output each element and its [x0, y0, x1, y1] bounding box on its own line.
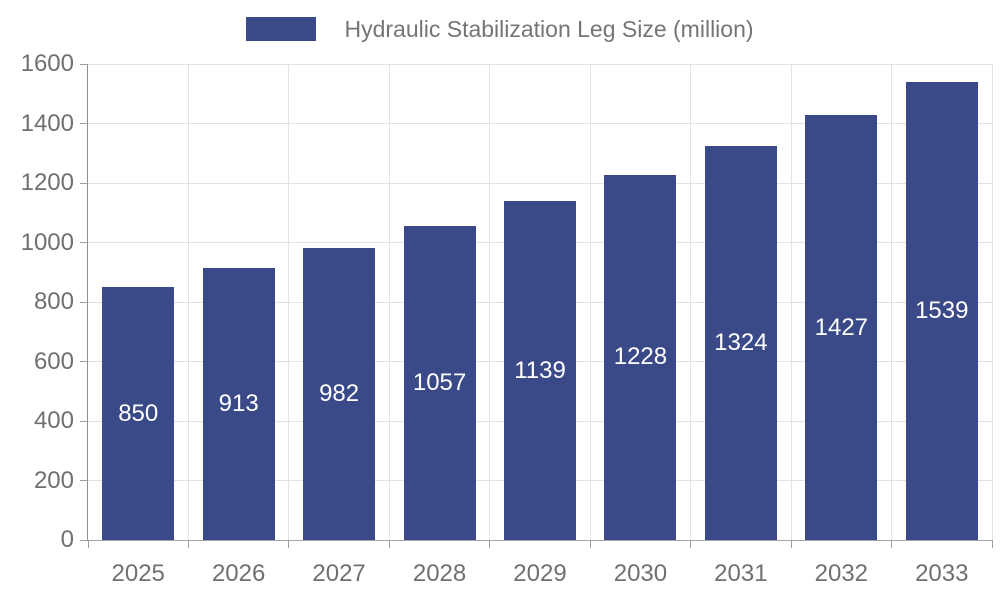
y-tick-label-1400: 1400 [20, 109, 74, 137]
legend-label: Hydraulic Stabilization Leg Size (millio… [344, 15, 754, 42]
bar-2025[interactable]: 850 [102, 287, 175, 540]
y-tick-label-800: 800 [33, 288, 74, 315]
y-axis-tick-800 [80, 301, 88, 303]
y-tick-label-0: 0 [60, 526, 74, 553]
x-gridline-7 [790, 64, 792, 540]
x-gridline-3 [388, 64, 390, 540]
x-tick-label-2029: 2029 [513, 560, 567, 587]
y-axis-tick-1200 [80, 182, 88, 184]
x-gridline-8 [891, 64, 893, 540]
x-gridline-2 [288, 64, 290, 540]
bar-value-label-2031: 1324 [714, 329, 768, 357]
x-tick-label-2027: 2027 [312, 560, 366, 587]
bar-value-label-2028: 1057 [412, 368, 467, 396]
y-gridline-1600 [88, 63, 992, 65]
y-axis-tick-0 [80, 539, 88, 541]
plot-area: 0 200 400 600 800 1000 1200 1400 1600 850 2025 913 2… [21, 50, 993, 587]
x-axis-tick-2 [288, 540, 290, 548]
bar-2026[interactable]: 913 [202, 268, 275, 540]
bar-value-label-2026: 913 [218, 390, 259, 418]
bar-2033[interactable]: 1539 [905, 82, 978, 540]
bar-2029[interactable]: 1139 [504, 201, 576, 540]
bar-value-label-2027: 982 [319, 379, 360, 407]
x-axis-tick-8 [891, 540, 893, 548]
x-gridline-6 [690, 64, 692, 540]
x-axis-tick-7 [790, 540, 792, 548]
y-axis-tick-600 [80, 361, 88, 362]
y-gridline-1400 [88, 123, 992, 124]
y-axis-tick-1600 [80, 63, 88, 65]
bar-2028[interactable]: 1057 [403, 225, 476, 540]
x-axis-tick-9 [991, 540, 993, 548]
y-axis-tick-1000 [80, 242, 88, 243]
y-tick-label-1000: 1000 [20, 228, 74, 256]
x-gridline-5 [589, 64, 591, 540]
x-tick-label-2031: 2031 [714, 560, 768, 587]
bar-2030[interactable]: 1228 [604, 174, 677, 540]
bar-value-label-2033: 1539 [915, 297, 969, 325]
x-gridline-9 [991, 64, 993, 540]
bar-2032[interactable]: 1427 [805, 115, 878, 540]
x-axis-tick-1 [187, 540, 189, 548]
bar-value-label-2029: 1139 [514, 356, 566, 384]
x-tick-label-2030: 2030 [613, 560, 668, 587]
bar-2027[interactable]: 982 [303, 247, 376, 540]
y-tick-label-400: 400 [33, 407, 74, 434]
x-tick-label-2025: 2025 [111, 560, 165, 587]
x-tick-label-2032: 2032 [814, 560, 869, 587]
y-tick-label-600: 600 [33, 347, 74, 375]
legend[interactable]: Hydraulic Stabilization Leg Size (millio… [0, 12, 1000, 46]
y-tick-label-1600: 1600 [20, 50, 74, 77]
x-gridline-4 [489, 64, 491, 540]
y-axis-tick-200 [80, 480, 88, 481]
bar-value-label-2025: 850 [118, 399, 159, 427]
y-gridline-1200 [88, 182, 992, 184]
x-axis-tick-5 [589, 540, 591, 548]
x-tick-label-2028: 2028 [412, 560, 467, 587]
y-axis-tick-1400 [80, 123, 88, 124]
x-axis-tick-3 [388, 540, 390, 548]
bar-value-label-2030: 1228 [613, 343, 668, 371]
bar-value-label-2032: 1427 [814, 313, 869, 341]
x-tick-label-2026: 2026 [211, 560, 266, 587]
y-axis-tick-400 [80, 420, 88, 422]
legend-swatch [246, 17, 317, 41]
x-axis-tick-4 [489, 540, 491, 548]
x-tick-label-2033: 2033 [915, 560, 969, 587]
x-axis-tick-0 [87, 540, 89, 548]
x-gridline-1 [187, 64, 189, 540]
x-axis-tick-6 [690, 540, 692, 548]
bar-2031[interactable]: 1324 [704, 146, 777, 540]
y-tick-label-200: 200 [33, 466, 74, 494]
y-tick-label-1200: 1200 [20, 169, 74, 196]
